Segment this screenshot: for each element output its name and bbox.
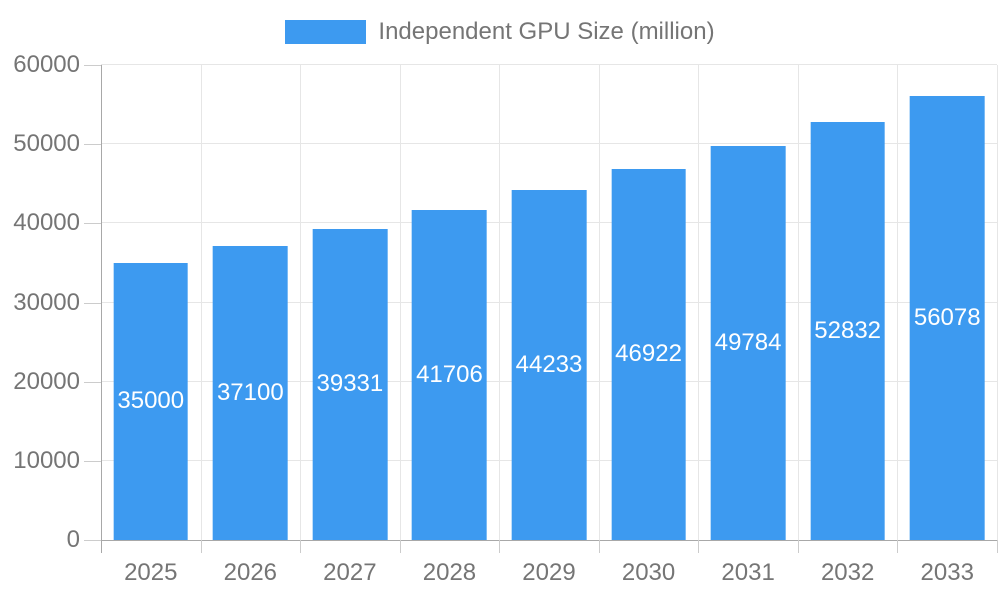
x-axis-tick-label: 2029 [522, 559, 576, 586]
bar[interactable]: 37100 [213, 246, 288, 540]
x-tick-mark [300, 540, 302, 553]
y-tick-mark [84, 144, 101, 146]
bar[interactable]: 35000 [113, 262, 189, 540]
y-tick-mark [84, 302, 101, 304]
y-tick-mark [84, 540, 101, 541]
bar[interactable]: 49784 [710, 145, 786, 540]
bar-value-label: 56078 [913, 304, 981, 332]
x-axis-tick-label: 2027 [323, 559, 377, 586]
x-tick-mark [200, 540, 202, 553]
v-gridline [200, 65, 202, 540]
x-tick-mark [598, 540, 600, 553]
y-axis-tick-label: 0 [66, 526, 80, 553]
bar-value-label: 52832 [814, 316, 882, 344]
bar[interactable]: 52832 [810, 121, 885, 540]
bar-value-label: 46922 [615, 340, 682, 368]
h-gridline [101, 64, 997, 65]
y-axis-tick-label: 20000 [13, 367, 80, 395]
x-axis-tick-label: 2030 [621, 559, 676, 586]
bar[interactable]: 41706 [412, 209, 487, 540]
x-axis-tick-label: 2028 [422, 559, 477, 586]
x-axis-tick-label: 2026 [223, 559, 278, 586]
x-axis-line [101, 540, 997, 541]
y-axis-line [101, 65, 102, 553]
x-axis-tick-label: 2025 [124, 559, 178, 586]
legend-label: Independent GPU Size (million) [378, 18, 715, 45]
x-tick-mark [399, 540, 401, 553]
bar[interactable]: 56078 [909, 96, 985, 540]
bar-value-label: 39331 [316, 370, 384, 398]
bar[interactable]: 46922 [611, 168, 686, 540]
v-gridline [598, 65, 600, 540]
x-tick-mark [797, 540, 799, 553]
bar-value-label: 49784 [714, 328, 782, 356]
y-axis-tick-label: 40000 [13, 209, 80, 237]
h-gridline [101, 143, 997, 145]
v-gridline [897, 65, 899, 540]
bar[interactable]: 39331 [312, 228, 388, 540]
v-gridline [997, 65, 998, 540]
y-tick-mark [84, 381, 101, 383]
x-tick-mark [997, 540, 998, 553]
bar[interactable]: 44233 [511, 189, 587, 540]
bar-value-label: 44233 [515, 350, 583, 378]
x-tick-mark [897, 540, 899, 553]
x-axis-tick-label: 2033 [920, 559, 974, 586]
legend: Independent GPU Size (million) [0, 8, 1000, 56]
y-axis-tick-label: 30000 [13, 288, 80, 316]
v-gridline [499, 65, 501, 540]
v-gridline [300, 65, 302, 540]
bar-value-label: 35000 [117, 387, 185, 415]
legend-color-swatch [285, 20, 367, 44]
x-axis-tick-label: 2031 [721, 559, 775, 586]
y-axis-tick-label: 10000 [13, 446, 80, 474]
v-gridline [698, 65, 700, 540]
y-axis-tick-label: 50000 [13, 130, 80, 158]
y-tick-mark [84, 65, 101, 66]
y-tick-mark [84, 460, 101, 462]
v-gridline [399, 65, 401, 540]
bar-value-label: 37100 [216, 379, 284, 407]
legend-item[interactable]: Independent GPU Size (million) [285, 18, 715, 46]
y-axis-tick-label: 60000 [13, 51, 80, 78]
y-tick-mark [84, 223, 101, 225]
x-tick-mark [698, 540, 700, 553]
x-tick-mark [499, 540, 501, 553]
plot-area: 35000 37100 39331 41706 44233 46922 49784 52832… [101, 64, 998, 540]
v-gridline [797, 65, 799, 540]
bar-value-label: 41706 [416, 360, 483, 388]
x-axis-tick-label: 2032 [820, 559, 875, 586]
